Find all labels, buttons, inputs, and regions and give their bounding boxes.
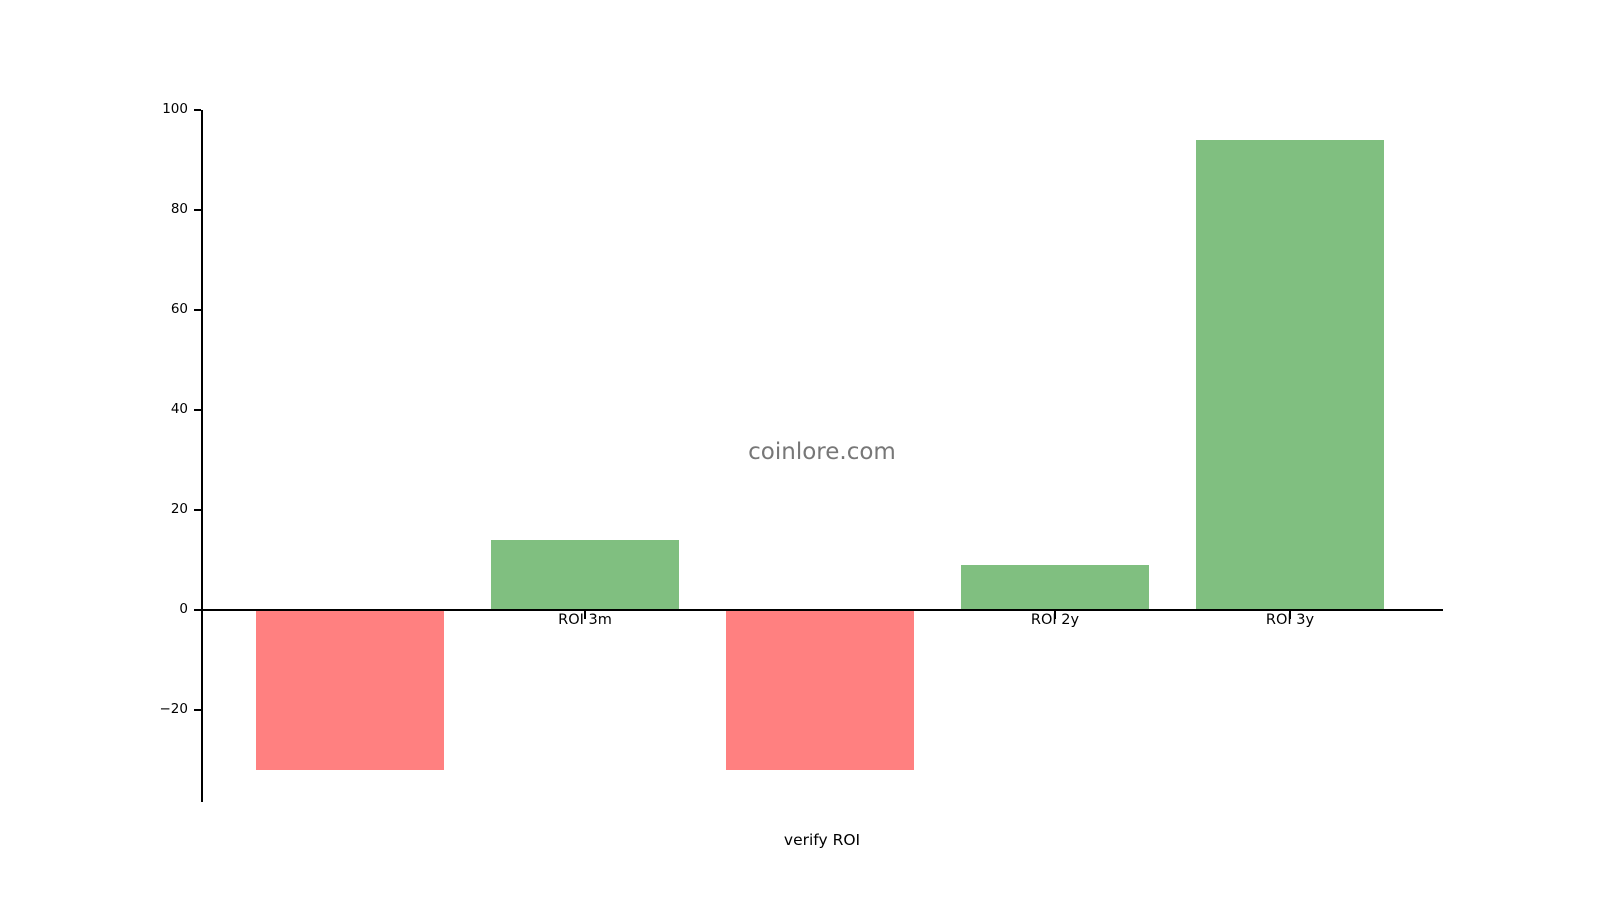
y-tick-mark <box>194 109 201 111</box>
x-tick-label: ROI 2y <box>1030 612 1080 628</box>
x-tick-mark <box>1054 610 1056 619</box>
watermark: coinlore.com <box>748 439 896 465</box>
y-tick-label: 0 <box>179 601 188 617</box>
y-tick-mark <box>194 409 201 411</box>
y-tick-mark <box>194 509 201 511</box>
x-axis-line <box>201 609 1443 611</box>
y-tick-label: 20 <box>170 501 188 517</box>
x-tick-label: ROI 3y <box>1265 612 1315 628</box>
y-axis-spine <box>201 110 203 802</box>
bar-5 <box>1196 140 1384 610</box>
x-tick-mark <box>1289 610 1291 619</box>
y-tick-mark <box>194 209 201 211</box>
x-tick-mark <box>584 610 586 619</box>
y-tick-mark <box>194 609 201 611</box>
y-tick-label: 60 <box>170 301 188 317</box>
bar-4 <box>961 565 1149 610</box>
x-axis-title: verify ROI <box>783 831 861 849</box>
y-tick-label: 40 <box>170 401 188 417</box>
bar-1 <box>256 610 444 770</box>
y-tick-label: −20 <box>159 701 189 717</box>
y-tick-mark <box>194 309 201 311</box>
y-tick-label: 80 <box>170 201 188 217</box>
y-tick-label: 100 <box>162 101 188 117</box>
bar-3 <box>726 610 914 770</box>
bar-2 <box>491 540 679 610</box>
y-tick-mark <box>194 709 201 711</box>
x-tick-label: ROI 3m <box>558 612 612 628</box>
